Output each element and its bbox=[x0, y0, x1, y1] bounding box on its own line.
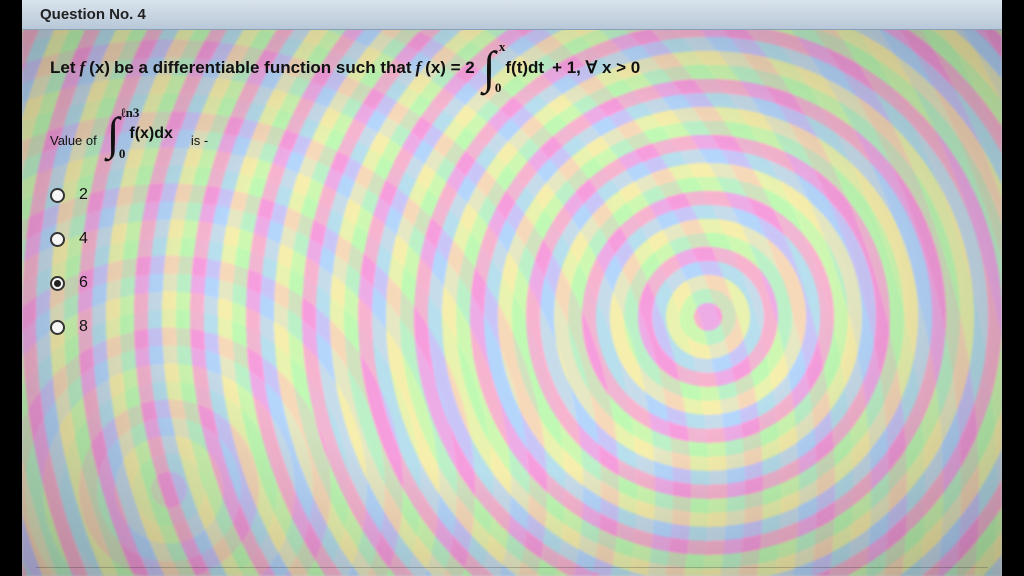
option-2[interactable]: 2 bbox=[50, 186, 974, 204]
math-f: f bbox=[80, 56, 86, 80]
question-stem: Let f(x) be a differentiable function su… bbox=[50, 52, 974, 84]
stem-text: be a differentiable function such that bbox=[114, 56, 412, 80]
question-body: Let f(x) be a differentiable function su… bbox=[22, 30, 1002, 346]
question-card: Question No. 4 Let f(x) be a differentia… bbox=[22, 0, 1002, 576]
question-number: Question No. 4 bbox=[40, 6, 146, 23]
value-of-label: Value of bbox=[50, 133, 97, 150]
stem-text: Let bbox=[50, 56, 76, 80]
option-6[interactable]: 6 bbox=[50, 274, 974, 292]
radio-icon[interactable] bbox=[50, 232, 65, 247]
math-fx: (x) bbox=[89, 56, 110, 80]
math-fprime-eq: (x) = 2 bbox=[425, 56, 475, 80]
integral-upper: ℓn3 bbox=[121, 108, 140, 117]
integral-0-to-ln3: ∫ ℓn3 0 f(x)dx bbox=[107, 118, 173, 150]
integral-lower: 0 bbox=[119, 149, 126, 158]
integrand: f(x)dx bbox=[129, 125, 173, 143]
integral-sign: ∫ ℓn3 0 bbox=[107, 118, 120, 150]
radio-icon[interactable] bbox=[50, 276, 65, 291]
stem-tail: + 1, ∀ x > 0 bbox=[552, 56, 640, 80]
math-fprime: f bbox=[415, 56, 421, 80]
integrand: f(t)dt bbox=[505, 56, 544, 80]
radio-icon[interactable] bbox=[50, 320, 65, 335]
option-4[interactable]: 4 bbox=[50, 230, 974, 248]
option-label: 2 bbox=[79, 186, 88, 204]
options-group: 2 4 6 8 bbox=[50, 186, 974, 336]
card-bottom-rule bbox=[36, 567, 988, 568]
question-header: Question No. 4 bbox=[22, 0, 1002, 30]
sub-question: Value of ∫ ℓn3 0 f(x)dx is - bbox=[50, 118, 974, 150]
radio-icon[interactable] bbox=[50, 188, 65, 203]
option-label: 8 bbox=[79, 318, 88, 336]
option-label: 6 bbox=[79, 274, 88, 292]
integral-sign: ∫ x 0 bbox=[483, 52, 496, 84]
option-8[interactable]: 8 bbox=[50, 318, 974, 336]
option-label: 4 bbox=[79, 230, 88, 248]
integral-upper: x bbox=[499, 42, 506, 51]
integral-0-to-x: ∫ x 0 f(t)dt bbox=[483, 52, 544, 84]
integral-lower: 0 bbox=[495, 83, 502, 92]
is-label: is - bbox=[191, 133, 208, 150]
